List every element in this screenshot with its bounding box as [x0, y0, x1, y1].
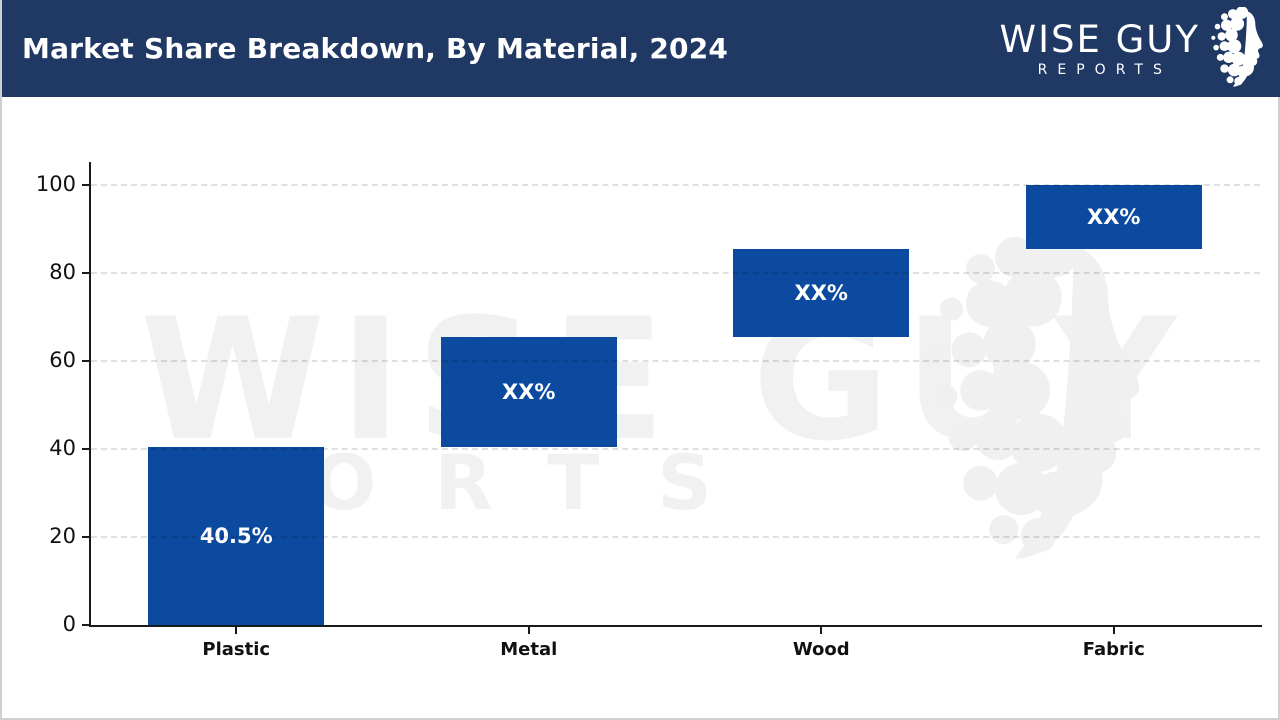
y-axis-line: [89, 162, 91, 627]
y-tick-mark-0: [82, 624, 90, 626]
chart-title: Market Share Breakdown, By Material, 202…: [22, 32, 729, 65]
x-tick-mark-metal: [527, 627, 530, 634]
bar-value-label-wood: XX%: [794, 280, 848, 305]
y-tick-label-60: 60: [49, 348, 76, 372]
y-tick-label-20: 20: [49, 524, 76, 548]
x-tick-mark-wood: [820, 627, 823, 634]
y-tick-mark-80: [82, 272, 90, 274]
x-tick-mark-fabric: [1112, 627, 1115, 634]
y-tick-mark-100: [82, 184, 90, 186]
x-tick-label-wood: Wood: [792, 639, 850, 660]
bar-value-label-metal: XX%: [502, 379, 556, 404]
logo-wordmark: WISE GUY: [999, 18, 1200, 61]
x-tick-label-metal: Metal: [500, 639, 558, 660]
bar-value-label-plastic: 40.5%: [199, 523, 273, 548]
wise-guy-reports-logo: WISE GUY REPORTS: [1000, 6, 1268, 92]
y-tick-mark-60: [82, 360, 90, 362]
watermark-head-dots-graphic: [925, 228, 1140, 559]
logo-text: WISE GUY REPORTS: [999, 18, 1200, 79]
header-bar: Market Share Breakdown, By Material, 202…: [2, 0, 1280, 97]
logo-subtitle: REPORTS: [1037, 62, 1172, 78]
logo-head-dots-icon: [1211, 7, 1263, 87]
y-tick-label-80: 80: [49, 260, 76, 284]
y-tick-label-40: 40: [49, 436, 76, 460]
bar-wood: XX%: [733, 248, 910, 337]
y-tick-mark-40: [82, 448, 90, 450]
gridline-40: [91, 448, 1260, 450]
bar-fabric: XX%: [1025, 185, 1202, 249]
bar-value-label-fabric: XX%: [1087, 204, 1141, 229]
bar-metal: XX%: [440, 336, 617, 447]
x-tick-label-plastic: Plastic: [202, 639, 271, 660]
y-tick-label-100: 100: [35, 172, 76, 196]
x-tick-label-fabric: Fabric: [1082, 639, 1145, 660]
gridline-20: [91, 536, 1260, 538]
gridline-60: [91, 360, 1260, 362]
x-tick-mark-plastic: [235, 627, 238, 634]
gridline-100: [91, 184, 1260, 186]
y-tick-mark-20: [82, 536, 90, 538]
x-axis-line: [89, 625, 1262, 627]
y-tick-label-0: 0: [62, 612, 76, 636]
bar-plastic: 40.5%: [148, 446, 325, 625]
gridline-80: [91, 272, 1260, 274]
